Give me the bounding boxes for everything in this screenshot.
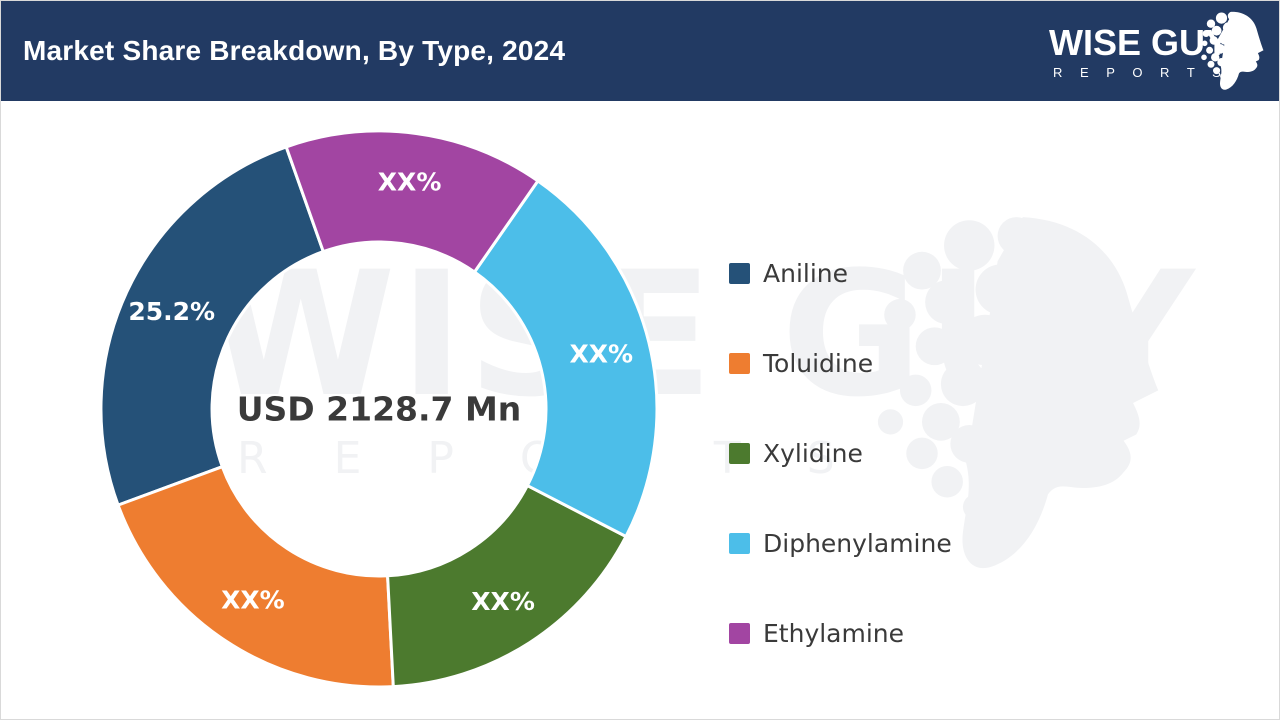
legend-item-ethylamine: Ethylamine bbox=[729, 588, 952, 678]
legend-item-diphenylamine: Diphenylamine bbox=[729, 498, 952, 588]
slice-label-aniline: 25.2% bbox=[128, 297, 215, 326]
slice-aniline bbox=[99, 145, 325, 507]
legend-swatch-diphenylamine bbox=[729, 532, 750, 554]
logo-wordmark: WISE GUY bbox=[1049, 22, 1229, 63]
chart-center-value: USD 2128.7 Mn bbox=[236, 389, 522, 429]
legend-item-xylidine: Xylidine bbox=[729, 408, 952, 498]
legend-swatch-xylidine bbox=[729, 442, 750, 464]
slice-diphenylamine bbox=[473, 179, 659, 538]
legend-label: Toluidine bbox=[763, 348, 874, 378]
legend-label: Xylidine bbox=[763, 438, 863, 468]
slice-toluidine bbox=[116, 465, 395, 689]
legend-label: Aniline bbox=[763, 258, 849, 288]
donut-chart: 25.2% XX% XX% XX% XX% bbox=[99, 129, 659, 689]
legend-label: Ethylamine bbox=[763, 618, 905, 648]
slice-label-ethylamine: XX% bbox=[378, 168, 442, 197]
slice-label-toluidine: XX% bbox=[221, 586, 285, 615]
legend-label: Diphenylamine bbox=[763, 528, 952, 558]
legend-swatch-toluidine bbox=[729, 352, 750, 374]
legend-item-aniline: Aniline bbox=[729, 228, 952, 318]
wise-guy-reports-logo: WISE GUY R E P O R T S bbox=[1049, 11, 1264, 90]
legend-item-toluidine: Toluidine bbox=[729, 318, 952, 408]
slice-ethylamine bbox=[284, 129, 540, 274]
legend-swatch-ethylamine bbox=[729, 622, 750, 644]
slice-label-xylidine: XX% bbox=[471, 587, 535, 616]
slice-label-diphenylamine: XX% bbox=[569, 339, 633, 368]
chart-legend: Aniline Toluidine Xylidine Diphenylamine Eth… bbox=[729, 228, 952, 678]
legend-swatch-aniline bbox=[729, 262, 750, 284]
header-bar: Market Share Breakdown, By Type, 2024 WI… bbox=[1, 1, 1279, 101]
page-title: Market Share Breakdown, By Type, 2024 bbox=[23, 35, 566, 66]
logo-subtext: R E P O R T S bbox=[1053, 65, 1228, 80]
